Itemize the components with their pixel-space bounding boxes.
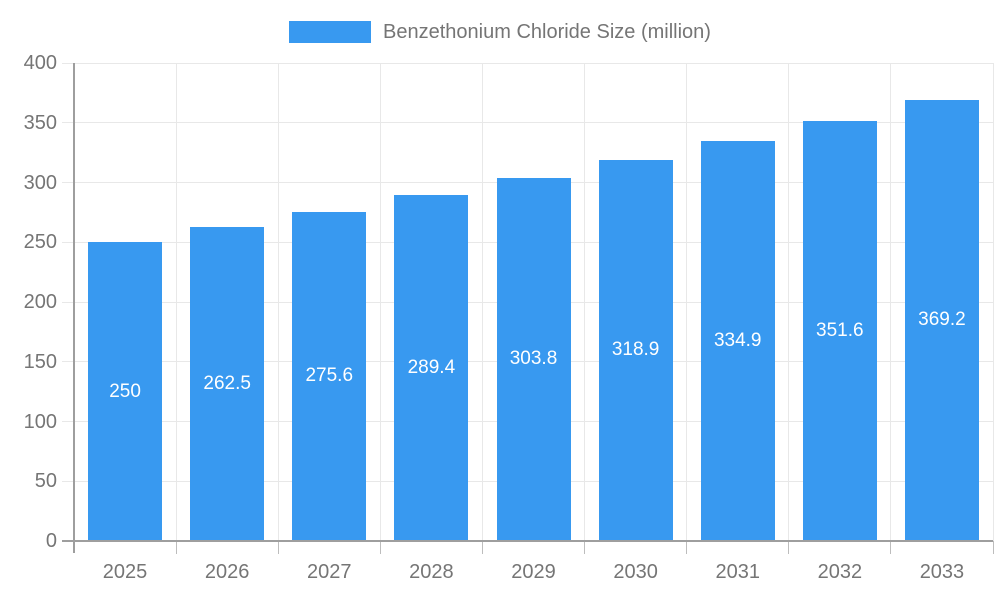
x-axis-tick	[788, 541, 790, 554]
y-tick-label: 350	[23, 111, 57, 134]
x-tick-label: 2030	[613, 561, 658, 583]
bar[interactable]	[88, 242, 163, 541]
y-axis-line	[73, 63, 75, 553]
y-tick-label: 300	[23, 171, 57, 194]
x-axis-tick	[992, 541, 994, 554]
bar-value-label: 262.5	[203, 373, 251, 395]
bar-value-label: 289.4	[407, 357, 456, 379]
gridline-vertical	[481, 63, 483, 541]
y-tick-label: 200	[23, 291, 57, 313]
y-tick-label: 150	[23, 350, 57, 373]
x-tick-label: 2027	[307, 561, 352, 583]
bar[interactable]	[496, 177, 571, 541]
legend[interactable]: Benzethonium Chloride Size (million)	[0, 14, 1000, 50]
legend-swatch-icon	[289, 21, 372, 43]
plot-area: 250 262.5 275.6 289.4 303.8 318.9 334.9 351.6 36…	[62, 62, 994, 554]
bar-value-label: 334.9	[713, 329, 762, 351]
y-tick-label: 50	[34, 470, 57, 493]
bar-value-label: 351.6	[816, 319, 864, 341]
bar[interactable]	[700, 140, 775, 541]
x-tick-label: 2031	[715, 561, 760, 583]
x-tick-label: 2025	[102, 561, 148, 583]
bar[interactable]	[904, 99, 979, 541]
bar-value-label: 318.9	[611, 339, 660, 361]
x-tick-label: 2033	[919, 561, 965, 583]
bar[interactable]	[598, 159, 673, 541]
gridline-horizontal	[62, 62, 993, 64]
y-tick-label: 250	[23, 231, 57, 254]
x-axis-tick	[890, 541, 892, 554]
bar[interactable]	[292, 211, 367, 541]
bar-value-label: 275.6	[305, 365, 354, 387]
bar[interactable]	[394, 195, 469, 541]
gridline-vertical	[890, 63, 892, 541]
bar[interactable]	[802, 120, 877, 541]
bar-value-label: 369.2	[918, 309, 966, 331]
x-tick-label: 2032	[817, 561, 863, 583]
bar[interactable]	[190, 227, 265, 541]
gridline-vertical	[175, 63, 177, 541]
x-tick-label: 2029	[511, 561, 556, 583]
gridline-vertical	[788, 63, 790, 541]
x-axis-tick	[481, 541, 483, 554]
y-tick-label: 400	[23, 52, 57, 74]
gridline-vertical	[686, 63, 688, 541]
gridline-vertical	[584, 63, 586, 541]
x-tick-label: 2028	[409, 561, 454, 583]
x-axis-tick	[277, 541, 279, 554]
y-tick-label: 100	[23, 410, 57, 433]
bar-value-label: 250	[109, 380, 141, 402]
gridline-vertical	[277, 63, 279, 541]
bar-value-label: 303.8	[509, 348, 558, 370]
gridline-vertical	[992, 63, 994, 541]
x-axis-line	[62, 540, 993, 542]
x-axis-tick	[379, 541, 381, 554]
legend-label: Benzethonium Chloride Size (million)	[383, 20, 711, 43]
gridline-vertical	[379, 63, 381, 541]
y-tick-label: 0	[45, 530, 57, 552]
x-axis-tick	[584, 541, 586, 554]
x-axis-tick	[686, 541, 688, 554]
gridline-horizontal	[62, 122, 993, 124]
x-axis-tick	[175, 541, 177, 554]
x-tick-label: 2026	[204, 561, 250, 583]
